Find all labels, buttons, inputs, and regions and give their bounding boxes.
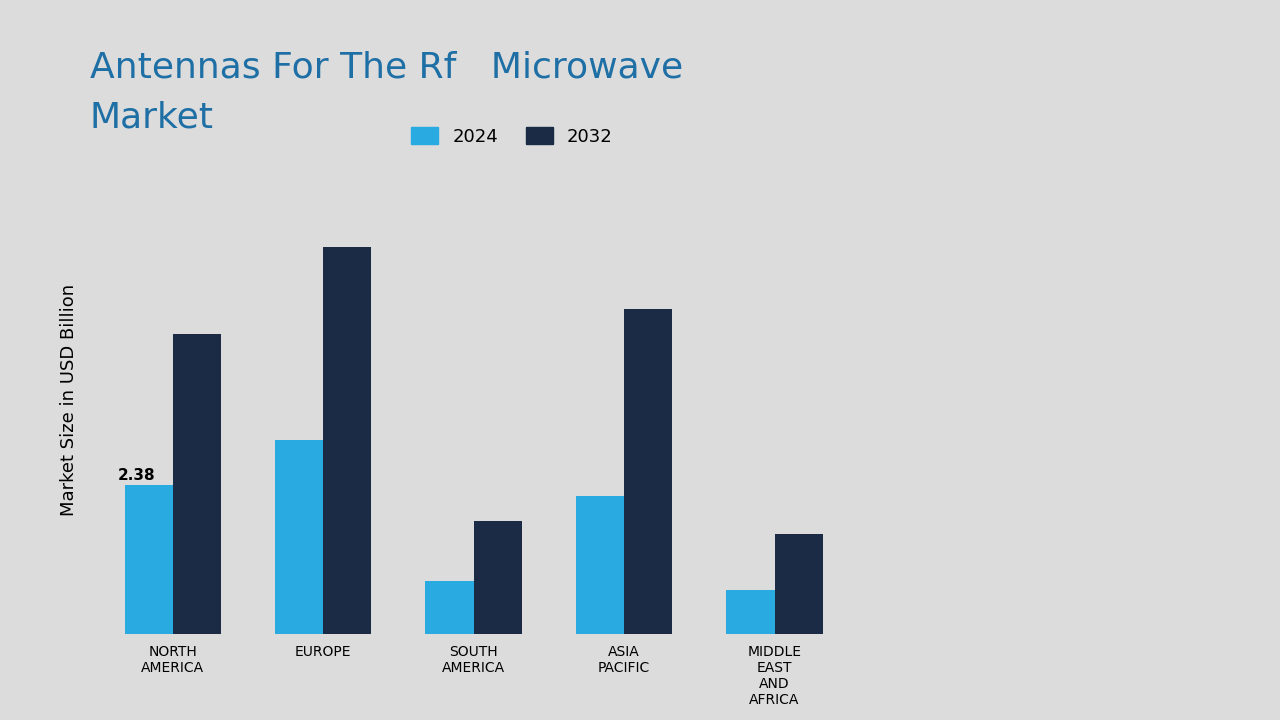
Bar bbox=[474, 521, 522, 634]
Y-axis label: Market Size in USD Billion: Market Size in USD Billion bbox=[60, 284, 78, 516]
Bar bbox=[425, 580, 474, 634]
Text: Market: Market bbox=[90, 101, 214, 135]
Bar bbox=[275, 440, 323, 634]
Bar bbox=[323, 247, 371, 634]
Bar bbox=[173, 334, 221, 634]
Bar bbox=[726, 590, 774, 634]
Text: 2.38: 2.38 bbox=[118, 467, 156, 482]
Text: Antennas For The Rf   Microwave: Antennas For The Rf Microwave bbox=[90, 50, 682, 84]
Bar bbox=[625, 309, 672, 634]
Legend: 2024, 2032: 2024, 2032 bbox=[402, 119, 622, 155]
Bar bbox=[124, 485, 173, 634]
Bar bbox=[576, 496, 625, 634]
Bar bbox=[774, 534, 823, 634]
